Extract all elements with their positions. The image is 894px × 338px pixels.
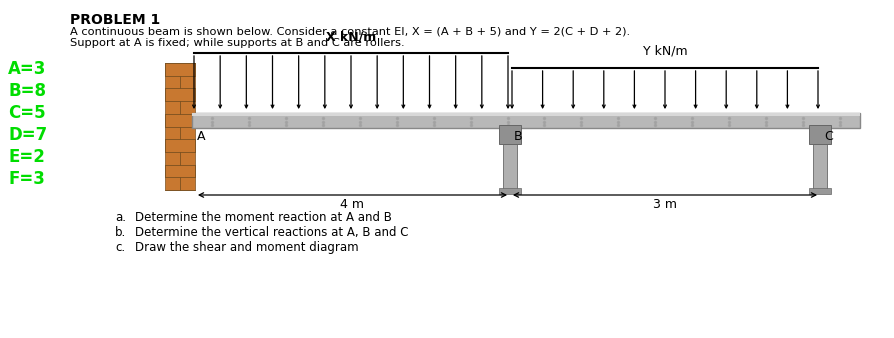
Text: E=2: E=2 bbox=[8, 148, 45, 166]
Text: Y kN/m: Y kN/m bbox=[643, 45, 687, 58]
Bar bbox=[809, 188, 831, 194]
Bar bbox=[499, 125, 521, 144]
Text: B: B bbox=[514, 130, 523, 143]
Bar bbox=[813, 144, 827, 190]
Text: D=7: D=7 bbox=[8, 126, 47, 144]
Text: C: C bbox=[824, 130, 832, 143]
Bar bbox=[192, 113, 860, 116]
Text: 4 m: 4 m bbox=[341, 198, 365, 211]
Text: b.: b. bbox=[115, 226, 126, 239]
Text: B=8: B=8 bbox=[8, 82, 46, 100]
Text: a.: a. bbox=[115, 211, 126, 224]
Text: F=3: F=3 bbox=[8, 170, 45, 188]
Text: c.: c. bbox=[115, 241, 125, 254]
Bar bbox=[499, 188, 521, 194]
Bar bbox=[192, 113, 860, 128]
Bar bbox=[809, 125, 831, 144]
Text: A continuous beam is shown below. Consider a constant EI, X = (A + B + 5) and Y : A continuous beam is shown below. Consid… bbox=[70, 26, 630, 36]
Text: Support at A is fixed; while supports at B and C are rollers.: Support at A is fixed; while supports at… bbox=[70, 38, 405, 48]
Text: 3 m: 3 m bbox=[653, 198, 677, 211]
Text: C=5: C=5 bbox=[8, 104, 46, 122]
Bar bbox=[503, 144, 517, 190]
Text: Draw the shear and moment diagram: Draw the shear and moment diagram bbox=[135, 241, 358, 254]
Text: Determine the vertical reactions at A, B and C: Determine the vertical reactions at A, B… bbox=[135, 226, 409, 239]
Text: Determine the moment reaction at A and B: Determine the moment reaction at A and B bbox=[135, 211, 392, 224]
Text: PROBLEM 1: PROBLEM 1 bbox=[70, 13, 160, 27]
Bar bbox=[165, 63, 195, 190]
Text: A=3: A=3 bbox=[8, 60, 46, 78]
Text: A: A bbox=[197, 130, 206, 143]
Text: X kN/m: X kN/m bbox=[326, 30, 376, 43]
